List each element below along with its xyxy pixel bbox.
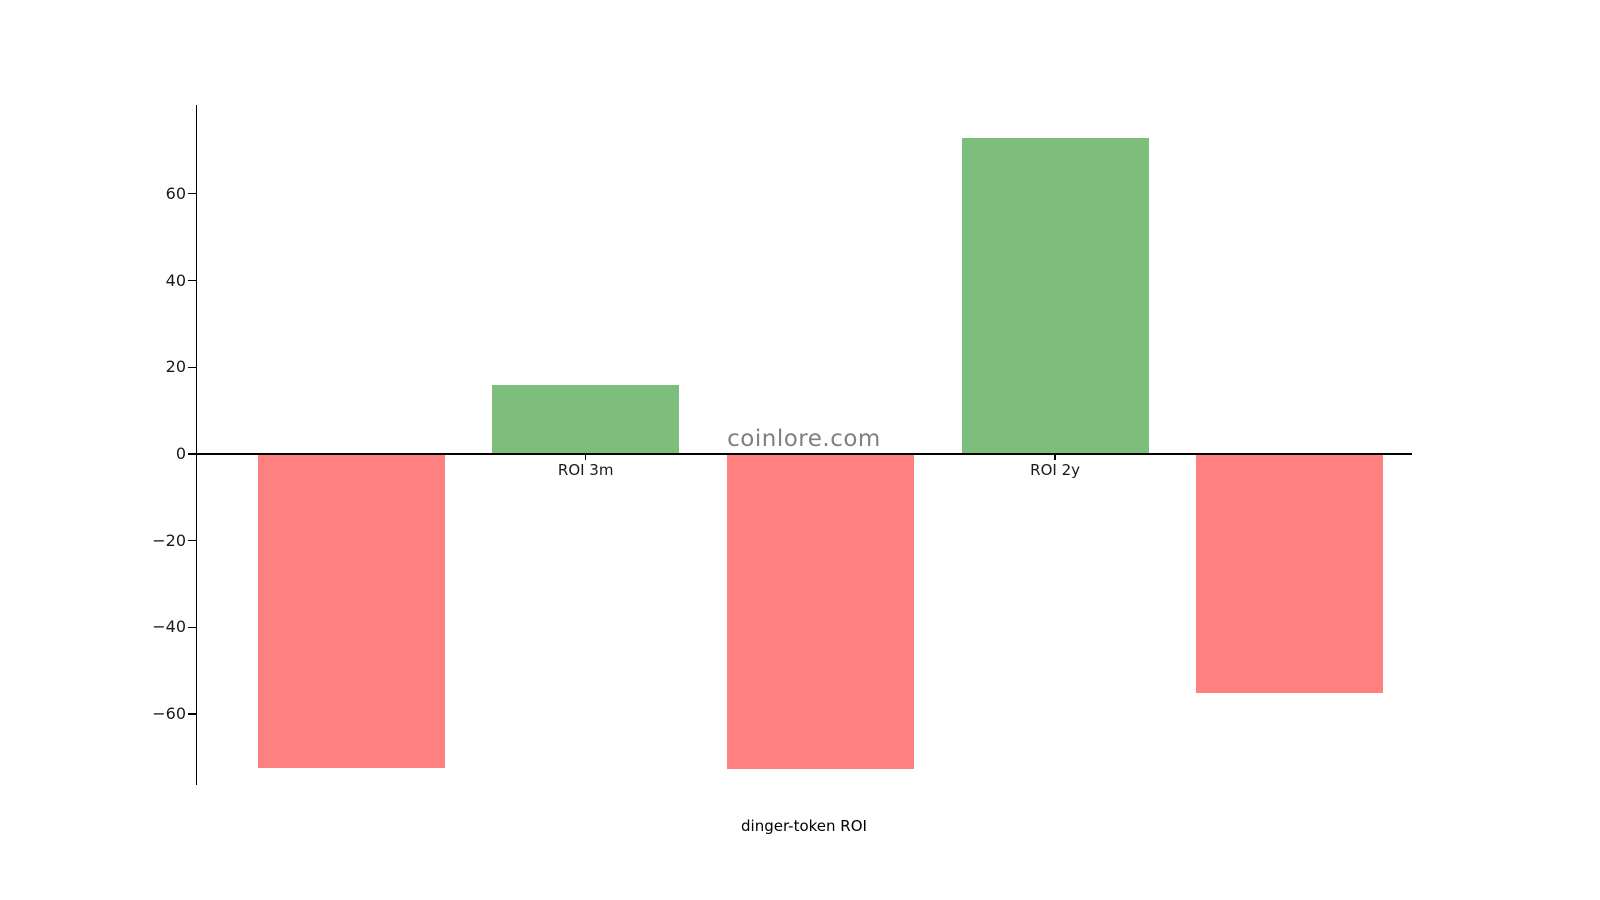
- bar: [1196, 453, 1384, 693]
- y-tick-label: 20: [165, 357, 186, 377]
- x-tick-label: ROI 2y: [1030, 460, 1081, 479]
- x-tick-mark: [585, 453, 587, 461]
- x-axis-zero-line: [196, 453, 1412, 455]
- y-tick-label: 0: [175, 443, 186, 463]
- x-axis-title: dinger-token ROI: [741, 817, 867, 835]
- y-tick-mark: [188, 279, 196, 282]
- y-tick-mark: [188, 193, 196, 195]
- bar: [257, 453, 445, 769]
- y-tick-mark: [188, 453, 196, 455]
- y-axis-line: [196, 105, 198, 785]
- y-tick-mark: [188, 626, 196, 628]
- watermark-text: coinlore.com: [727, 426, 881, 452]
- x-tick-mark: [1054, 453, 1056, 461]
- y-tick-label: −20: [152, 530, 186, 550]
- bar: [961, 138, 1149, 454]
- y-tick-label: 60: [165, 183, 186, 203]
- y-tick-mark: [188, 539, 196, 542]
- bar: [726, 453, 914, 769]
- y-tick-label: −60: [152, 703, 186, 723]
- y-tick-label: 40: [165, 270, 186, 290]
- y-tick-mark: [188, 366, 196, 368]
- bar: [492, 384, 680, 454]
- y-tick-label: −40: [152, 617, 186, 637]
- plot-area: 60 40 20 0 −20 −40 −60 ROI 3m ROI 2y coinlore.c…: [152, 105, 1412, 785]
- y-tick-mark: [188, 713, 196, 715]
- x-tick-label: ROI 3m: [557, 460, 614, 479]
